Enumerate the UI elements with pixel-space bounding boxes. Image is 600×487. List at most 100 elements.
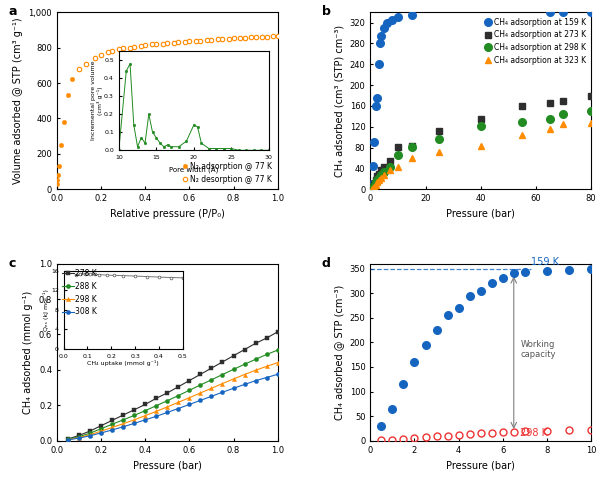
Legend: 278 K, 288 K, 298 K, 308 K: 278 K, 288 K, 298 K, 308 K xyxy=(61,267,99,318)
CH₄ adsorption at 298 K xyxy=(370,185,377,190)
288 K xyxy=(64,436,71,442)
CH₄ adsorption at 159 K xyxy=(389,17,396,23)
Text: 298 K: 298 K xyxy=(520,428,548,438)
Legend: N₂ adsorption @ 77 K, N₂ desorption @ 77 K: N₂ adsorption @ 77 K, N₂ desorption @ 77… xyxy=(179,161,274,186)
Text: d: d xyxy=(322,257,331,270)
N₂ adsorption @ 77 K xyxy=(203,37,211,43)
CH₄ adsorption at 323 K xyxy=(436,149,443,155)
308 K xyxy=(164,410,171,415)
Line: 288 K: 288 K xyxy=(66,348,280,441)
298 K xyxy=(186,395,193,401)
288 K xyxy=(197,382,204,388)
Line: N₂ desorption @ 77 K: N₂ desorption @ 77 K xyxy=(77,34,280,71)
CH₄ adsorption at 323 K xyxy=(518,131,526,137)
278 K xyxy=(64,436,71,442)
308 K xyxy=(252,378,259,384)
278 K xyxy=(219,359,226,365)
298 K xyxy=(164,404,171,410)
N₂ desorption @ 77 K xyxy=(263,34,270,39)
N₂ adsorption @ 77 K xyxy=(119,46,127,52)
308 K xyxy=(109,427,116,433)
N₂ adsorption @ 77 K xyxy=(236,35,244,41)
CH₄ adsorption at 323 K xyxy=(374,180,381,186)
CH₄ adsorption at 323 K xyxy=(587,120,595,126)
308 K xyxy=(152,413,160,419)
N₂ adsorption @ 77 K xyxy=(148,41,155,47)
CH₄ adsorption at 273 K xyxy=(518,103,526,109)
298 K xyxy=(208,385,215,391)
N₂ adsorption @ 77 K xyxy=(186,38,193,44)
CH₄ adsorption at 159 K xyxy=(376,40,383,46)
N₂ adsorption @ 77 K xyxy=(58,142,65,148)
N₂ adsorption @ 77 K xyxy=(142,42,149,48)
278 K xyxy=(98,423,105,429)
Text: Working
capacity: Working capacity xyxy=(520,340,556,359)
CH₄ adsorption at 159 K xyxy=(560,9,567,15)
CH₄ adsorption at 298 K xyxy=(386,164,393,170)
Line: CH₄ adsorption at 159 K: CH₄ adsorption at 159 K xyxy=(368,8,595,188)
298 K xyxy=(86,432,94,438)
N₂ adsorption @ 77 K xyxy=(82,60,89,66)
N₂ desorption @ 77 K xyxy=(226,36,233,42)
N₂ desorption @ 77 K xyxy=(269,34,277,39)
278 K xyxy=(230,353,237,358)
CH₄ adsorption at 273 K xyxy=(372,177,379,183)
CH₄ adsorption at 298 K xyxy=(587,108,595,114)
N₂ desorption @ 77 K xyxy=(241,35,248,41)
N₂ desorption @ 77 K xyxy=(170,40,178,46)
N₂ desorption @ 77 K xyxy=(252,35,259,40)
298 K xyxy=(109,425,116,431)
N₂ adsorption @ 77 K xyxy=(269,34,277,39)
278 K xyxy=(197,372,204,377)
288 K xyxy=(152,403,160,409)
308 K xyxy=(208,393,215,399)
278 K xyxy=(241,347,248,353)
CH₄ adsorption at 159 K xyxy=(546,9,553,15)
298 K xyxy=(142,412,149,418)
308 K xyxy=(76,435,83,441)
N₂ desorption @ 77 K xyxy=(208,37,215,42)
CH₄ adsorption at 159 K xyxy=(374,95,381,101)
CH₄ adsorption at 159 K xyxy=(370,163,377,169)
X-axis label: Pressure (bar): Pressure (bar) xyxy=(446,209,515,219)
CH₄ adsorption at 159 K xyxy=(372,103,379,109)
N₂ adsorption @ 77 K xyxy=(219,36,226,42)
288 K xyxy=(142,408,149,413)
CH₄ adsorption at 298 K xyxy=(374,177,381,183)
278 K xyxy=(152,395,160,401)
CH₄ adsorption at 323 K xyxy=(560,121,567,127)
N₂ desorption @ 77 K xyxy=(126,45,133,51)
N₂ adsorption @ 77 K xyxy=(131,44,138,50)
N₂ desorption @ 77 K xyxy=(203,37,211,43)
CH₄ adsorption at 273 K xyxy=(386,158,393,164)
278 K xyxy=(186,377,193,383)
N₂ adsorption @ 77 K xyxy=(175,39,182,45)
Text: b: b xyxy=(322,5,331,18)
288 K xyxy=(241,361,248,367)
Y-axis label: CH₄ adsorbed @ STP (cm⁻³): CH₄ adsorbed @ STP (cm⁻³) xyxy=(334,284,344,420)
298 K xyxy=(252,367,259,373)
298 K xyxy=(274,360,281,366)
298 K xyxy=(241,372,248,377)
288 K xyxy=(164,398,171,404)
N₂ desorption @ 77 K xyxy=(76,66,83,72)
CH₄ adsorption at 323 K xyxy=(546,127,553,132)
CH₄ adsorption at 159 K xyxy=(378,33,385,38)
Line: CH₄ adsorption at 323 K: CH₄ adsorption at 323 K xyxy=(368,120,595,192)
288 K xyxy=(119,417,127,423)
CH₄ adsorption at 298 K xyxy=(372,180,379,186)
N₂ adsorption @ 77 K xyxy=(274,33,281,39)
N₂ desorption @ 77 K xyxy=(98,52,105,57)
278 K xyxy=(175,384,182,390)
N₂ adsorption @ 77 K xyxy=(98,52,105,57)
CH₄ adsorption at 273 K xyxy=(408,143,415,149)
308 K xyxy=(186,401,193,407)
CH₄ adsorption at 298 K xyxy=(394,152,401,158)
N₂ adsorption @ 77 K xyxy=(64,93,71,98)
308 K xyxy=(219,389,226,395)
278 K xyxy=(76,432,83,438)
N₂ adsorption @ 77 K xyxy=(126,45,133,51)
N₂ adsorption @ 77 K xyxy=(170,40,178,46)
298 K xyxy=(219,381,226,387)
Text: a: a xyxy=(8,5,17,18)
